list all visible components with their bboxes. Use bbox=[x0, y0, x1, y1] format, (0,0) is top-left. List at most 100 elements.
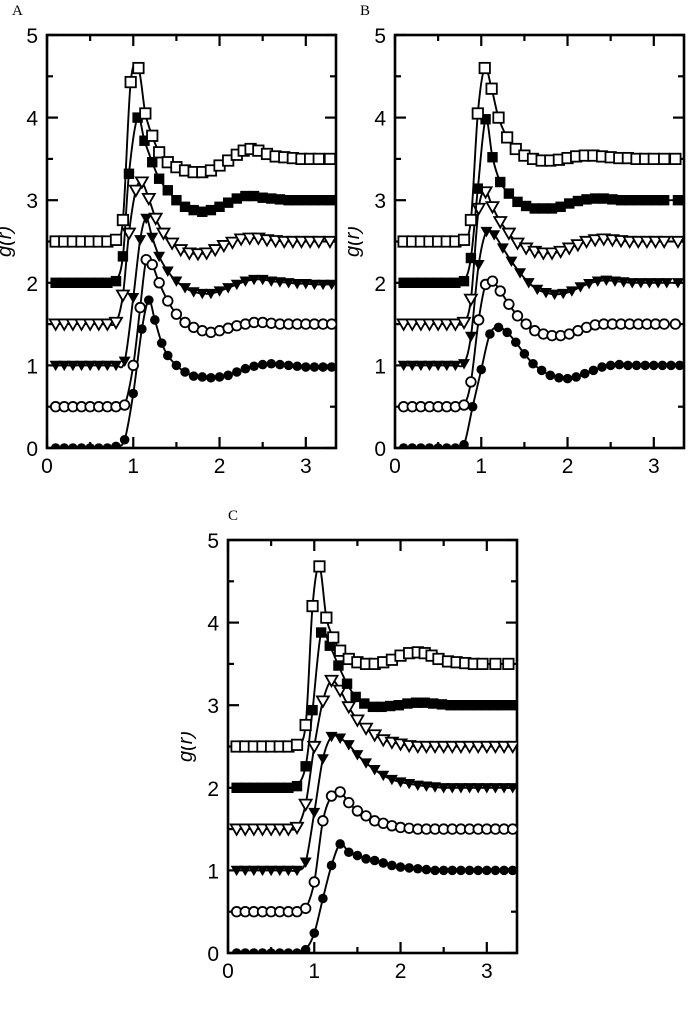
data-point-filled-triangle-down bbox=[557, 288, 570, 300]
data-point-filled-triangle-down bbox=[643, 278, 656, 289]
data-point-filled-square bbox=[240, 190, 251, 202]
data-point-open-square bbox=[669, 152, 682, 165]
data-point-filled-triangle-down bbox=[464, 331, 477, 343]
data-point-filled-circle bbox=[68, 443, 78, 448]
data-point-filled-triangle-down bbox=[429, 782, 442, 793]
tick-labels: 0 1 2 3 0 1 2 3 4 5 bbox=[207, 530, 492, 983]
data-point-open-triangle-down bbox=[73, 318, 90, 332]
data-point-filled-circle bbox=[93, 443, 104, 448]
data-point-open-triangle-down bbox=[413, 318, 429, 332]
data-point-filled-square bbox=[641, 195, 653, 206]
data-point-filled-circle bbox=[416, 443, 426, 448]
data-point-filled-circle bbox=[326, 860, 337, 871]
data-point-filled-triangle-down bbox=[265, 865, 278, 877]
data-point-open-triangle-down bbox=[505, 740, 517, 755]
tick-labels: 0 1 2 3 0 1 2 3 4 5 bbox=[26, 25, 311, 478]
series-line bbox=[402, 279, 677, 409]
data-point-filled-square bbox=[102, 277, 113, 288]
data-point-open-triangle-down bbox=[447, 318, 463, 332]
data-point-filled-square bbox=[572, 195, 584, 207]
data-point-filled-triangle-down bbox=[239, 865, 252, 877]
y-tick-label: 0 bbox=[207, 943, 219, 966]
data-point-filled-circle bbox=[197, 372, 208, 382]
data-point-filled-triangle-down bbox=[299, 857, 312, 868]
series-group bbox=[396, 61, 684, 448]
data-point-filled-square bbox=[529, 203, 540, 214]
data-point-open-square bbox=[299, 718, 312, 732]
data-point-open-square bbox=[116, 213, 130, 227]
data-point-open-triangle-down bbox=[246, 823, 262, 837]
data-point-open-triangle-down bbox=[487, 740, 503, 755]
data-point-open-triangle-down bbox=[656, 235, 672, 250]
data-point-filled-circle bbox=[580, 368, 590, 379]
data-point-filled-circle bbox=[562, 373, 573, 384]
data-point-filled-circle bbox=[300, 944, 311, 953]
chart-B: 0123012345r / 2Rg(r) bbox=[348, 25, 686, 478]
data-point-filled-circle bbox=[502, 327, 512, 338]
data-point-filled-triangle-down bbox=[273, 865, 286, 877]
panel-b-plot: 0123012345r / 2Rg(r) bbox=[348, 0, 696, 478]
data-point-filled-triangle-down bbox=[498, 783, 511, 794]
data-point-open-square bbox=[153, 146, 166, 159]
data-point-filled-square bbox=[76, 277, 87, 288]
data-point-open-triangle-down bbox=[315, 695, 331, 709]
series-line bbox=[235, 790, 514, 913]
data-point-filled-circle bbox=[456, 865, 466, 876]
data-point-filled-triangle-down bbox=[617, 277, 630, 288]
data-point-filled-square bbox=[407, 277, 418, 288]
data-point-filled-circle bbox=[257, 359, 268, 370]
data-point-filled-circle bbox=[249, 948, 259, 953]
data-point-filled-circle bbox=[180, 367, 190, 377]
data-point-filled-triangle-down bbox=[247, 865, 260, 877]
data-point-open-circle bbox=[511, 310, 524, 322]
data-point-open-circle bbox=[658, 318, 670, 330]
data-point-open-triangle-down bbox=[496, 740, 512, 755]
y-tick-label: 1 bbox=[207, 860, 219, 883]
data-point-filled-square bbox=[324, 640, 335, 651]
data-point-open-triangle-down bbox=[108, 316, 124, 330]
series-open-circle bbox=[230, 786, 517, 918]
data-point-filled-square bbox=[231, 782, 242, 793]
data-point-open-circle bbox=[170, 308, 183, 320]
data-point-filled-circle bbox=[283, 360, 294, 371]
data-point-filled-triangle-down bbox=[548, 289, 561, 301]
data-point-filled-circle bbox=[361, 854, 371, 864]
data-point-filled-circle bbox=[640, 360, 650, 371]
data-point-filled-triangle-down bbox=[489, 783, 502, 794]
data-point-open-square bbox=[323, 152, 336, 165]
x-tick-label: 3 bbox=[481, 960, 493, 983]
data-point-open-triangle-down bbox=[463, 293, 479, 307]
chart-C: 0123012345r / 2Rg(r) bbox=[181, 530, 519, 983]
data-point-filled-triangle-down bbox=[342, 740, 355, 751]
data-point-filled-square bbox=[465, 252, 477, 264]
data-point-filled-circle bbox=[674, 360, 684, 371]
x-tick-label: 2 bbox=[395, 960, 407, 983]
data-point-filled-square bbox=[59, 277, 70, 288]
data-point-filled-triangle-down bbox=[84, 360, 97, 372]
data-point-filled-circle bbox=[482, 865, 492, 876]
chart-A: 0123012345r / 2Rg(r) bbox=[0, 25, 338, 478]
data-point-open-triangle-down bbox=[82, 318, 98, 332]
data-point-open-circle bbox=[520, 318, 532, 330]
data-point-filled-circle bbox=[343, 847, 354, 858]
y-axis-label: g(r) bbox=[0, 226, 16, 257]
panel-a: A 0123012345r / 2Rg(r) bbox=[0, 0, 348, 500]
data-point-filled-triangle-down bbox=[472, 783, 485, 794]
data-point-filled-square bbox=[495, 176, 506, 188]
data-point-filled-circle bbox=[318, 893, 328, 904]
data-point-filled-square bbox=[480, 114, 491, 125]
x-tick-label: 0 bbox=[222, 960, 234, 983]
data-point-filled-circle bbox=[476, 364, 487, 375]
data-point-filled-circle bbox=[657, 360, 668, 371]
data-point-filled-square bbox=[479, 700, 491, 711]
y-tick-label: 3 bbox=[374, 190, 386, 213]
data-point-filled-circle bbox=[554, 373, 564, 383]
data-point-open-triangle-down bbox=[148, 212, 164, 226]
data-point-filled-triangle-down bbox=[531, 284, 544, 296]
data-point-filled-triangle-down bbox=[66, 360, 79, 372]
data-point-filled-square bbox=[454, 700, 465, 711]
data-point-open-triangle-down bbox=[272, 823, 288, 837]
data-point-open-triangle-down bbox=[453, 740, 469, 755]
data-point-filled-triangle-down bbox=[256, 274, 269, 286]
data-point-filled-square bbox=[472, 183, 484, 194]
